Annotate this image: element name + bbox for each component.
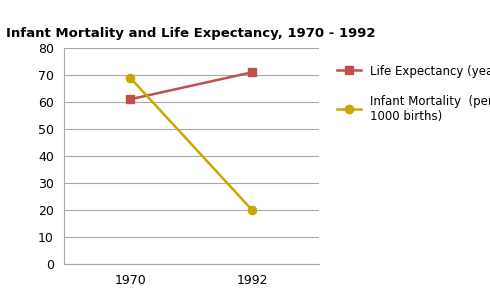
Legend: Life Expectancy (years), Infant Mortality  (per
1000 births): Life Expectancy (years), Infant Mortalit… [337,65,490,123]
Title: Infant Mortality and Life Expectancy, 1970 - 1992: Infant Mortality and Life Expectancy, 19… [6,27,376,40]
